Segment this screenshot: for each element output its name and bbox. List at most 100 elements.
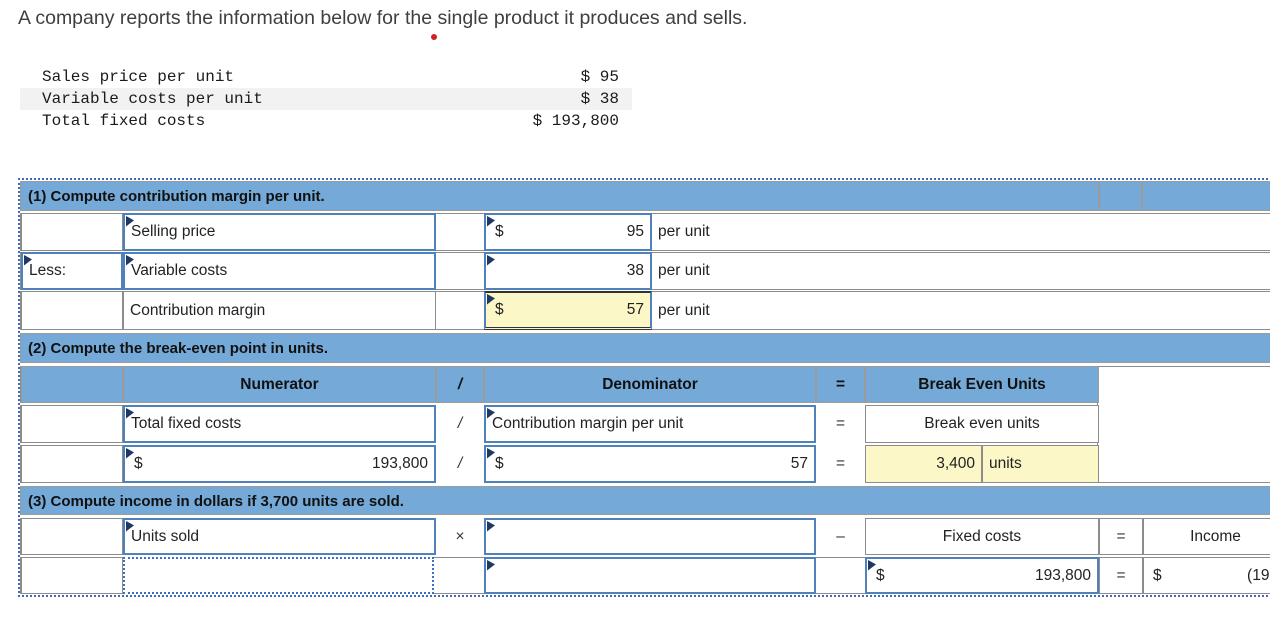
s3r1-multiply-op: × (436, 518, 484, 555)
s2-column-header-row: Numerator / Denominator = Break Even Uni… (20, 366, 1099, 403)
s3r1-minus-op: – (816, 518, 865, 555)
s1r2-value-input[interactable]: 38 (484, 252, 652, 290)
equals-icon: = (835, 375, 846, 393)
s2h-result: Break Even Units (865, 366, 1099, 403)
given-info-table: Sales price per unit $ 95 Variable costs… (20, 66, 632, 132)
s2r2-answer-value[interactable]: 3,400 (865, 445, 982, 483)
equals-icon: = (1116, 566, 1126, 584)
s3r1-price-input[interactable] (484, 518, 816, 555)
equals-icon: = (1116, 527, 1126, 545)
divide-icon: / (457, 415, 463, 432)
info-label: Sales price per unit (42, 68, 235, 86)
cell-text: units (989, 455, 1022, 472)
s1-row-variable-costs: Less: Variable costs 38 per unit (20, 252, 1270, 290)
section1-title: (1) Compute contribution margin per unit… (28, 188, 325, 205)
s2h-numerator: Numerator (123, 366, 436, 403)
cell-value: 38 (626, 262, 644, 279)
s2r1-equals-op: = (816, 405, 865, 443)
cell-text: Variable costs (131, 262, 228, 279)
s1r3-label: Contribution margin (123, 291, 436, 330)
cell-text: Contribution margin (130, 301, 266, 319)
cell-text: Selling price (131, 223, 216, 240)
dollar-sign: $ (876, 566, 885, 584)
dollar-sign: $ (495, 301, 504, 318)
cell-text: Contribution margin per unit (492, 415, 684, 432)
s2-row-values: $ 193,800 / $ 57 = 3,400 units (20, 445, 1099, 483)
s3-row-formula: Units sold × – Fixed costs = Income (20, 518, 1270, 555)
info-value: $ 38 (580, 90, 619, 108)
dollar-sign: $ (495, 223, 504, 240)
s1r2-less-input[interactable]: Less: (21, 252, 123, 290)
equals-icon: = (835, 415, 846, 432)
divide-icon: / (457, 455, 463, 472)
s3r2-fixed-costs-input[interactable]: $ 193,800 (865, 557, 1099, 594)
minus-icon: – (836, 527, 845, 545)
cell-text: Less: (29, 262, 67, 279)
cell-text: Break even units (924, 415, 1040, 432)
cell-value: 95 (626, 223, 644, 240)
s2r1-result: Break even units (865, 405, 1099, 443)
multiply-icon: × (455, 527, 465, 545)
info-label: Variable costs per unit (42, 90, 263, 108)
s1r1-label-input[interactable]: Selling price (123, 213, 436, 251)
cell-text: Fixed costs (942, 527, 1022, 545)
cell-text: Numerator (240, 375, 319, 393)
section3-header: (3) Compute income in dollars if 3,700 u… (20, 486, 1270, 515)
cell-text: Units sold (131, 527, 200, 545)
divider (1098, 182, 1100, 210)
s2r2-denominator-input[interactable]: $ 57 (484, 445, 816, 483)
info-label: Total fixed costs (42, 112, 206, 130)
dollar-sign: $ (134, 455, 143, 472)
s2h-equals-op: = (816, 366, 865, 403)
s3r1-income-label: Income (1143, 518, 1270, 555)
s3r2-cell-a (21, 557, 123, 594)
s3r2-income-value: $ (193,8 (1143, 557, 1270, 594)
red-dot-marker (431, 34, 437, 40)
s2-empty-region (1097, 366, 1270, 483)
cell-value: (193,8 (1247, 566, 1270, 584)
dollar-sign: $ (495, 455, 504, 472)
dollar-sign: $ (1153, 566, 1162, 584)
info-row-variable-costs: Variable costs per unit $ 38 (20, 88, 632, 110)
cell-value: 57 (626, 301, 644, 318)
s1r2-label-input[interactable]: Variable costs (123, 252, 436, 290)
per-unit-label: per unit (658, 223, 710, 240)
cell-value: 193,800 (1034, 566, 1091, 584)
section2-title: (2) Compute the break-even point in unit… (28, 340, 329, 357)
s2r1-denominator-input[interactable]: Contribution margin per unit (484, 405, 816, 443)
s3r2-revenue-input[interactable] (484, 557, 816, 594)
s3r1-cell-a (21, 518, 123, 555)
cell-text: Income (1190, 527, 1241, 545)
s1r1-value-input[interactable]: $ 95 (484, 213, 652, 251)
per-unit-label: per unit (658, 262, 710, 279)
cell-text: Denominator (602, 375, 698, 393)
info-row-fixed-costs: Total fixed costs $ 193,800 (20, 110, 632, 132)
cell-value: 193,800 (371, 455, 428, 472)
cell-value: 57 (790, 455, 808, 472)
s2h-cell-a (21, 366, 123, 403)
s2r1-cell-a (21, 405, 123, 443)
s2h-divide-op: / (436, 366, 484, 403)
s1r1-cell-a (21, 213, 123, 251)
s2r1-numerator-input[interactable]: Total fixed costs (123, 405, 436, 443)
s3r1-units-sold-input[interactable]: Units sold (123, 518, 436, 555)
section2-header: (2) Compute the break-even point in unit… (20, 333, 1270, 363)
info-value: $ 95 (580, 68, 619, 86)
s2r2-cell-a (21, 445, 123, 483)
s2h-denominator: Denominator (484, 366, 816, 403)
info-value: $ 193,800 (532, 112, 619, 130)
info-row-sales-price: Sales price per unit $ 95 (20, 66, 632, 88)
equals-icon: = (835, 455, 846, 472)
s3r1-fixed-costs-label: Fixed costs (865, 518, 1099, 555)
cell-text: Break Even Units (918, 375, 1046, 393)
s1-row-contribution-margin: Contribution margin $ 57 per unit (20, 291, 1270, 330)
s3r2-equals-op: = (1099, 557, 1143, 594)
s1r3-answer-input[interactable]: $ 57 (484, 291, 652, 330)
s3r2-active-input-cell[interactable] (123, 557, 434, 594)
per-unit-label: per unit (658, 302, 710, 319)
s2r1-divide-op: / (436, 405, 484, 443)
s2r2-divide-op: / (436, 445, 484, 483)
s1-row-selling-price: Selling price $ 95 per unit (20, 213, 1270, 251)
s2r2-numerator-input[interactable]: $ 193,800 (123, 445, 436, 483)
divider (1141, 182, 1143, 210)
